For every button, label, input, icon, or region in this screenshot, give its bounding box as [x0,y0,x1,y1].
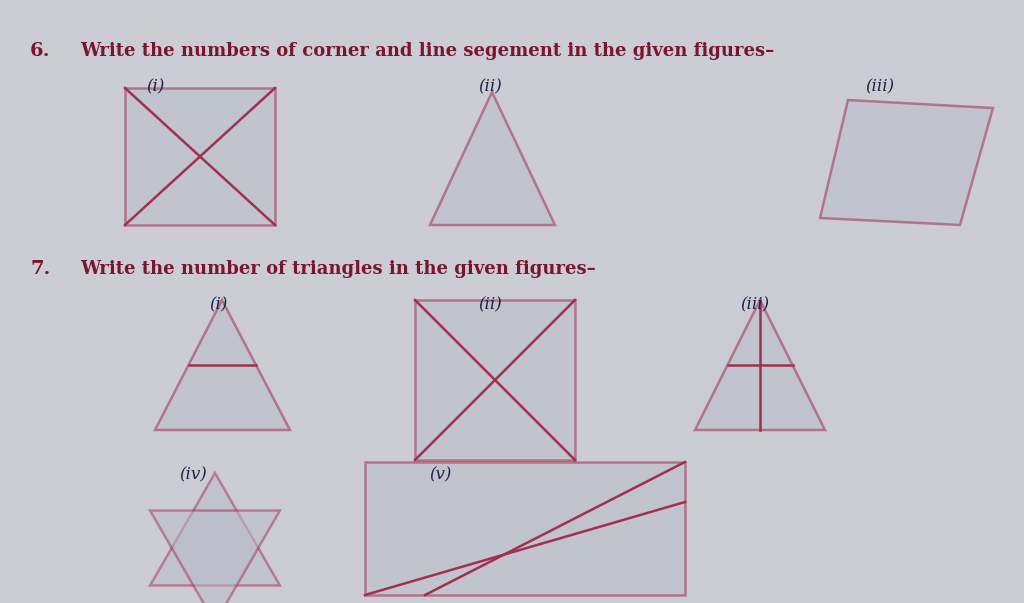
Polygon shape [151,511,280,603]
Polygon shape [125,88,275,225]
Text: Write the numbers of corner and line segement in the given figures–: Write the numbers of corner and line seg… [80,42,774,60]
Text: (iii): (iii) [740,296,770,313]
Text: (i): (i) [209,296,227,313]
Text: (iii): (iii) [865,78,895,95]
Polygon shape [695,300,825,430]
Text: (ii): (ii) [478,78,502,95]
Polygon shape [820,100,993,225]
Text: (i): (i) [145,78,164,95]
Text: 7.: 7. [30,260,50,278]
Text: Write the number of triangles in the given figures–: Write the number of triangles in the giv… [80,260,596,278]
Text: (v): (v) [429,466,452,483]
Polygon shape [365,462,685,595]
Polygon shape [415,300,575,460]
Polygon shape [430,92,555,225]
Text: (iv): (iv) [179,466,207,483]
Polygon shape [155,300,290,430]
Polygon shape [151,473,280,586]
Text: (ii): (ii) [478,296,502,313]
Text: 6.: 6. [30,42,50,60]
